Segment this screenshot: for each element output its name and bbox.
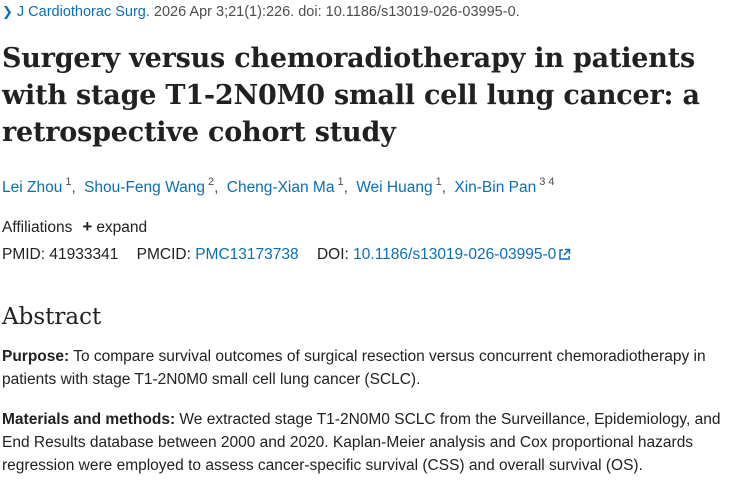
abstract-methods: Materials and methods: We extracted stag…: [2, 408, 747, 477]
author-link[interactable]: Lei Zhou: [2, 179, 63, 197]
author-link[interactable]: Cheng-Xian Ma: [226, 179, 335, 197]
pmcid-label: PMCID:: [136, 246, 191, 263]
author-link[interactable]: Shou-Feng Wang: [84, 179, 205, 197]
pmcid-link[interactable]: PMC13173738: [195, 246, 299, 263]
affiliation-ref[interactable]: 2: [208, 176, 215, 188]
affiliation-ref[interactable]: 3 4: [539, 176, 555, 188]
chevron-right-icon: ❯: [2, 4, 13, 19]
journal-link[interactable]: J Cardiothorac Surg.: [16, 4, 150, 20]
pmid-value: 41933341: [49, 246, 119, 263]
abstract-purpose: Purpose: To compare survival outcomes of…: [2, 345, 747, 391]
doi-value: 10.1186/s13019-026-03995-0: [353, 246, 557, 263]
article-title: Surgery versus chemoradiotherapy in pati…: [2, 43, 700, 148]
affiliation-ref[interactable]: 1: [435, 176, 442, 188]
citation-line: ❯ J Cardiothorac Surg. 2026 Apr 3;21(1):2…: [2, 4, 520, 20]
author-list: Lei Zhou 1, Shou-Feng Wang 2, Cheng-Xian M…: [2, 176, 555, 197]
plus-icon: +: [82, 217, 93, 236]
abstract-heading: Abstract: [2, 304, 102, 330]
affiliation-ref[interactable]: 1: [337, 176, 344, 188]
purpose-label: Purpose:: [2, 348, 70, 365]
methods-text: We extracted stage T1-2N0M0 SCLC from th…: [2, 411, 721, 474]
article-identifiers: PMID: 41933341 PMCID: PMC13173738 DOI: 1…: [2, 246, 571, 264]
pmid-label: PMID:: [2, 246, 46, 263]
doi-link[interactable]: 10.1186/s13019-026-03995-0: [353, 246, 571, 263]
methods-label: Materials and methods:: [2, 411, 176, 428]
author-link[interactable]: Xin-Bin Pan: [454, 179, 537, 197]
affiliations-toggle[interactable]: Affiliations + expand: [2, 217, 147, 237]
affiliation-ref[interactable]: 1: [65, 176, 72, 188]
expand-label[interactable]: expand: [96, 219, 148, 236]
author-link[interactable]: Wei Huang: [356, 179, 433, 197]
purpose-text: To compare survival outcomes of surgical…: [2, 348, 706, 388]
doi-label: DOI:: [316, 246, 349, 263]
affiliations-label: Affiliations: [2, 219, 73, 236]
citation-details: 2026 Apr 3;21(1):226. doi: 10.1186/s1301…: [153, 4, 520, 20]
external-link-icon: [559, 248, 571, 260]
